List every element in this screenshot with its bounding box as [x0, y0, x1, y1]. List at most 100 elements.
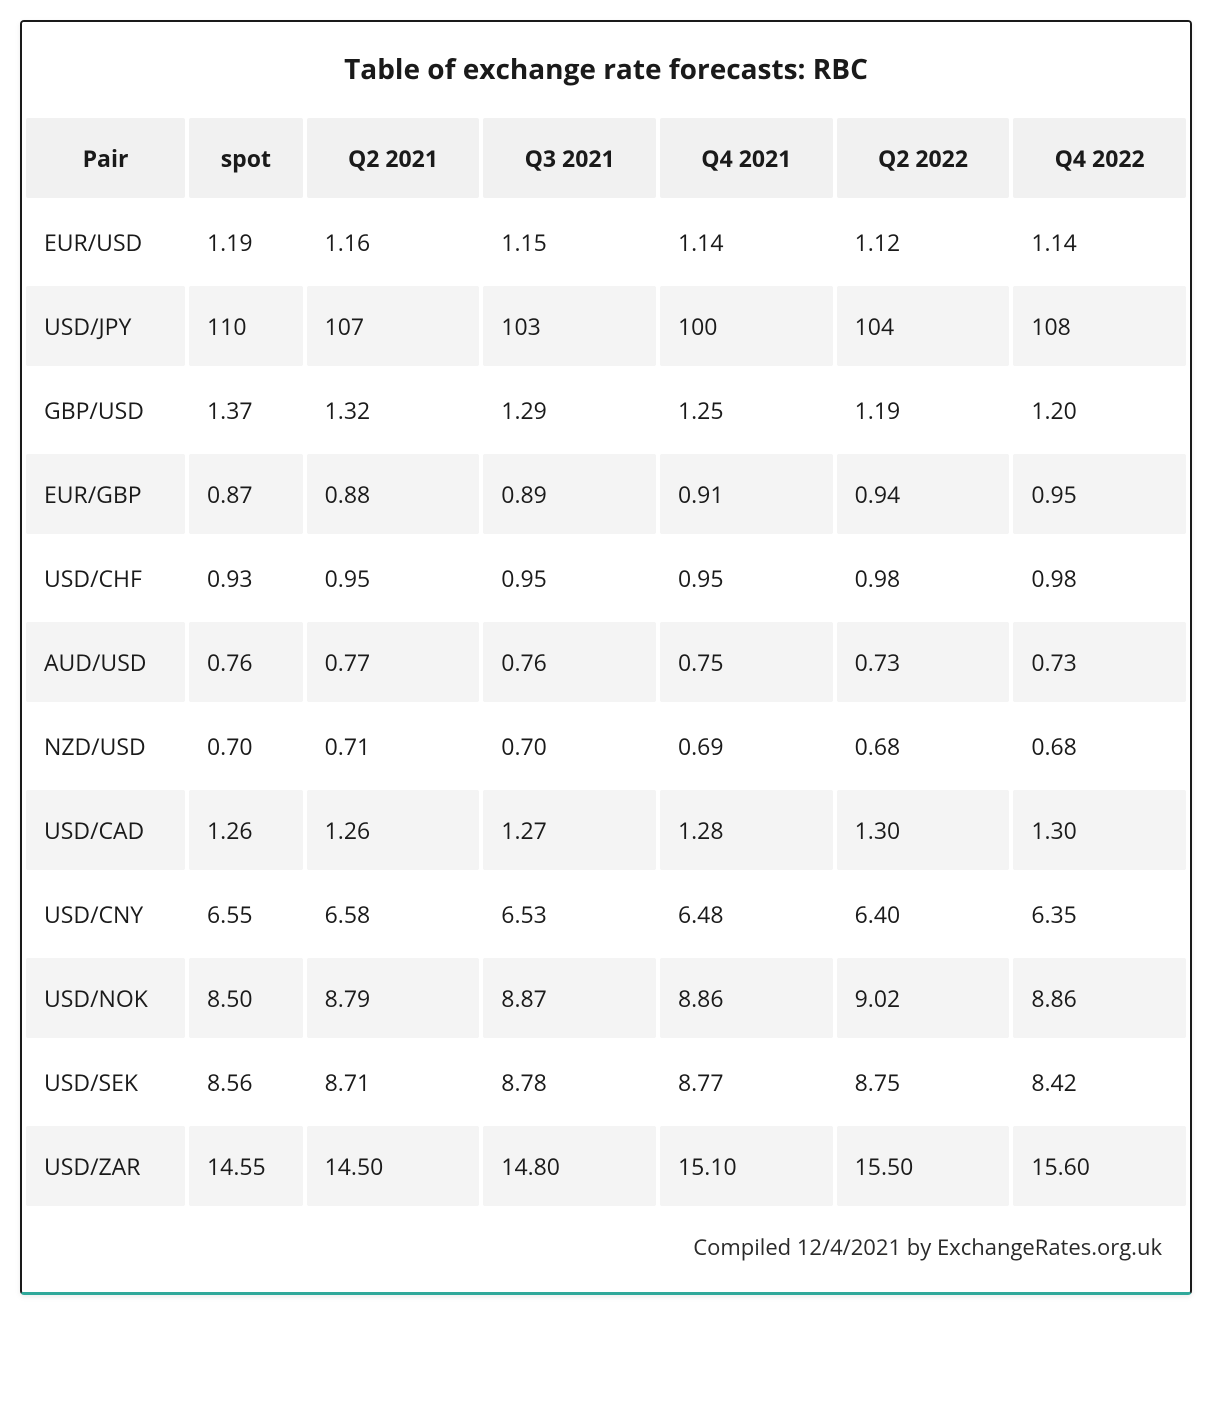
table-row: AUD/USD 0.76 0.77 0.76 0.75 0.73 0.73 [26, 622, 1186, 702]
cell-pair: USD/CHF [26, 538, 185, 618]
cell: 0.89 [483, 454, 656, 534]
cell: 8.75 [837, 1042, 1010, 1122]
cell: 14.50 [307, 1126, 480, 1206]
cell: 0.98 [837, 538, 1010, 618]
cell: 15.60 [1013, 1126, 1186, 1206]
table-row: USD/JPY 110 107 103 100 104 108 [26, 286, 1186, 366]
cell: 0.70 [483, 706, 656, 786]
cell-pair: USD/ZAR [26, 1126, 185, 1206]
cell: 8.86 [1013, 958, 1186, 1038]
cell: 8.87 [483, 958, 656, 1038]
cell: 8.71 [307, 1042, 480, 1122]
cell: 110 [189, 286, 303, 366]
cell: 1.25 [660, 370, 833, 450]
cell: 1.30 [1013, 790, 1186, 870]
cell: 0.73 [1013, 622, 1186, 702]
cell: 6.48 [660, 874, 833, 954]
cell: 9.02 [837, 958, 1010, 1038]
col-header: Pair [26, 118, 185, 198]
cell: 0.73 [837, 622, 1010, 702]
cell: 1.19 [189, 202, 303, 282]
cell: 0.75 [660, 622, 833, 702]
table-row: EUR/USD 1.19 1.16 1.15 1.14 1.12 1.14 [26, 202, 1186, 282]
cell: 1.29 [483, 370, 656, 450]
cell: 1.30 [837, 790, 1010, 870]
cell: 104 [837, 286, 1010, 366]
cell: 1.14 [660, 202, 833, 282]
cell: 0.71 [307, 706, 480, 786]
cell: 0.94 [837, 454, 1010, 534]
cell: 6.58 [307, 874, 480, 954]
cell: 0.95 [307, 538, 480, 618]
cell: 6.40 [837, 874, 1010, 954]
table-row: USD/CHF 0.93 0.95 0.95 0.95 0.98 0.98 [26, 538, 1186, 618]
cell: 0.95 [483, 538, 656, 618]
cell-pair: USD/JPY [26, 286, 185, 366]
table-row: NZD/USD 0.70 0.71 0.70 0.69 0.68 0.68 [26, 706, 1186, 786]
cell: 0.95 [660, 538, 833, 618]
table-title: Table of exchange rate forecasts: RBC [22, 22, 1190, 114]
cell: 6.55 [189, 874, 303, 954]
cell: 8.78 [483, 1042, 656, 1122]
table-row: GBP/USD 1.37 1.32 1.29 1.25 1.19 1.20 [26, 370, 1186, 450]
cell: 1.28 [660, 790, 833, 870]
table-row: USD/ZAR 14.55 14.50 14.80 15.10 15.50 15… [26, 1126, 1186, 1206]
cell: 0.69 [660, 706, 833, 786]
cell: 107 [307, 286, 480, 366]
cell: 0.91 [660, 454, 833, 534]
forecast-table-container: Table of exchange rate forecasts: RBC Pa… [20, 20, 1192, 1295]
cell: 1.32 [307, 370, 480, 450]
cell: 0.95 [1013, 454, 1186, 534]
cell: 0.93 [189, 538, 303, 618]
cell: 8.56 [189, 1042, 303, 1122]
cell: 1.37 [189, 370, 303, 450]
cell: 8.50 [189, 958, 303, 1038]
cell: 1.19 [837, 370, 1010, 450]
forecast-table: Pair spot Q2 2021 Q3 2021 Q4 2021 Q2 202… [22, 114, 1190, 1210]
cell: 1.20 [1013, 370, 1186, 450]
cell: 1.26 [307, 790, 480, 870]
cell-pair: USD/SEK [26, 1042, 185, 1122]
cell-pair: AUD/USD [26, 622, 185, 702]
cell: 0.77 [307, 622, 480, 702]
cell-pair: GBP/USD [26, 370, 185, 450]
cell: 0.98 [1013, 538, 1186, 618]
cell: 8.86 [660, 958, 833, 1038]
cell: 1.27 [483, 790, 656, 870]
col-header: spot [189, 118, 303, 198]
table-row: USD/NOK 8.50 8.79 8.87 8.86 9.02 8.86 [26, 958, 1186, 1038]
cell: 6.35 [1013, 874, 1186, 954]
cell: 0.87 [189, 454, 303, 534]
cell: 8.42 [1013, 1042, 1186, 1122]
table-row: USD/CAD 1.26 1.26 1.27 1.28 1.30 1.30 [26, 790, 1186, 870]
cell: 0.68 [837, 706, 1010, 786]
cell-pair: EUR/USD [26, 202, 185, 282]
cell: 108 [1013, 286, 1186, 366]
cell-pair: NZD/USD [26, 706, 185, 786]
cell: 8.77 [660, 1042, 833, 1122]
cell: 1.16 [307, 202, 480, 282]
cell: 15.10 [660, 1126, 833, 1206]
cell-pair: USD/NOK [26, 958, 185, 1038]
cell: 103 [483, 286, 656, 366]
cell-pair: USD/CAD [26, 790, 185, 870]
table-body: EUR/USD 1.19 1.16 1.15 1.14 1.12 1.14 US… [26, 202, 1186, 1206]
cell: 1.15 [483, 202, 656, 282]
cell: 0.68 [1013, 706, 1186, 786]
col-header: Q2 2021 [307, 118, 480, 198]
cell: 0.70 [189, 706, 303, 786]
col-header: Q2 2022 [837, 118, 1010, 198]
cell: 15.50 [837, 1126, 1010, 1206]
table-row: USD/SEK 8.56 8.71 8.78 8.77 8.75 8.42 [26, 1042, 1186, 1122]
cell: 6.53 [483, 874, 656, 954]
cell: 14.80 [483, 1126, 656, 1206]
cell: 0.76 [483, 622, 656, 702]
cell: 1.14 [1013, 202, 1186, 282]
cell-pair: USD/CNY [26, 874, 185, 954]
cell: 1.12 [837, 202, 1010, 282]
table-row: EUR/GBP 0.87 0.88 0.89 0.91 0.94 0.95 [26, 454, 1186, 534]
col-header: Q3 2021 [483, 118, 656, 198]
table-footer: Compiled 12/4/2021 by ExchangeRates.org.… [22, 1210, 1190, 1292]
cell-pair: EUR/GBP [26, 454, 185, 534]
table-row: USD/CNY 6.55 6.58 6.53 6.48 6.40 6.35 [26, 874, 1186, 954]
